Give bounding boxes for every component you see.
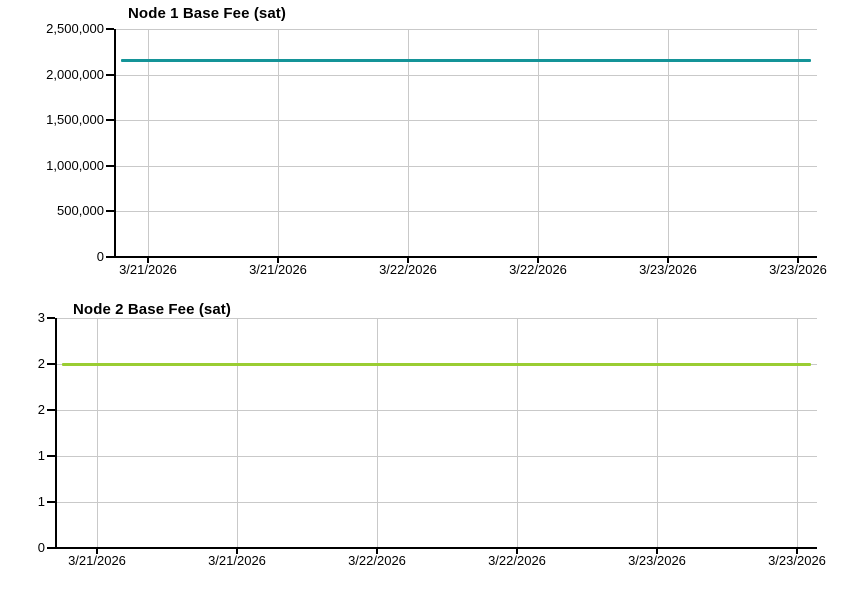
y-tick-label: 3 (37, 310, 45, 325)
h-gridline (116, 165, 817, 167)
h-gridline (57, 456, 817, 457)
y-tick-label: 2 (37, 402, 45, 417)
y-tick-mark (47, 363, 55, 365)
x-tick-label: 3/22/2026 (509, 262, 567, 277)
x-axis-line (55, 547, 817, 549)
y-tick-label: 2,000,000 (46, 66, 104, 82)
y-tick-mark (106, 73, 114, 76)
x-tick-label: 3/22/2026 (379, 262, 437, 277)
y-tick-mark (106, 28, 114, 30)
h-gridline (57, 502, 817, 503)
v-gridline (797, 318, 798, 548)
h-gridline (116, 211, 817, 213)
x-tick-mark (537, 257, 539, 263)
v-gridline (668, 29, 669, 257)
v-gridline (148, 29, 149, 257)
x-tick-label: 3/23/2026 (628, 553, 686, 568)
v-gridline (237, 318, 238, 548)
y-tick-label: 1,500,000 (46, 112, 104, 128)
h-gridline (57, 410, 817, 411)
series-line-node2 (62, 362, 811, 366)
y-tick-mark (106, 210, 114, 213)
h-gridline (116, 29, 817, 30)
x-tick-mark (667, 257, 669, 263)
x-tick-label: 3/23/2026 (639, 262, 697, 277)
x-tick-mark (796, 548, 798, 554)
y-tick-mark (106, 256, 114, 258)
x-tick-label: 3/23/2026 (769, 262, 827, 277)
y-tick-mark (47, 317, 55, 319)
v-gridline (538, 29, 539, 257)
v-gridline (517, 318, 518, 548)
plot-area-node1: 2,500,000 2,000,000 1,500,000 1,000,000 500,… (46, 21, 827, 277)
y-tick-mark (47, 455, 55, 457)
v-gridline (408, 29, 409, 257)
node1-base-fee-chart: Node 1 Base Fee (sat) 2,500,000 2,000,000… (46, 5, 827, 277)
v-gridline (278, 29, 279, 257)
x-axis-line (114, 256, 817, 258)
y-tick-mark (47, 547, 55, 549)
y-tick-label: 0 (37, 540, 45, 555)
x-tick-mark (797, 257, 799, 263)
node2-base-fee-chart: Node 2 Base Fee (sat) 3 2 2 1 1 0 3/21/2026 3/2… (38, 301, 826, 568)
x-tick-mark (96, 548, 98, 554)
x-tick-mark (277, 257, 279, 263)
y-tick-label: 1,000,000 (46, 157, 104, 173)
x-tick-mark (236, 548, 238, 554)
y-tick-mark (47, 409, 55, 411)
y-tick-label: 2,500,000 (46, 21, 104, 36)
y-tick-label: 1 (37, 448, 45, 463)
v-gridline (377, 318, 378, 548)
x-tick-label: 3/21/2026 (68, 553, 126, 568)
x-tick-label: 3/23/2026 (768, 553, 826, 568)
y-tick-mark (106, 164, 114, 167)
y-tick-mark (106, 119, 114, 122)
y-axis-line (114, 29, 116, 258)
x-tick-label: 3/21/2026 (119, 262, 177, 277)
h-gridline (116, 74, 817, 76)
x-tick-mark (407, 257, 409, 263)
h-gridline (116, 120, 817, 122)
v-gridline (798, 29, 799, 257)
y-tick-label: 1 (37, 494, 45, 509)
x-tick-label: 3/22/2026 (488, 553, 546, 568)
series-line-node1 (121, 59, 811, 63)
x-tick-mark (376, 548, 378, 554)
x-tick-label: 3/22/2026 (348, 553, 406, 568)
x-tick-label: 3/21/2026 (249, 262, 307, 277)
h-gridline (57, 318, 817, 319)
x-tick-label: 3/21/2026 (208, 553, 266, 568)
v-gridline (97, 318, 98, 548)
y-tick-label: 0 (96, 249, 104, 264)
v-gridline (657, 318, 658, 548)
x-tick-mark (516, 548, 518, 554)
y-axis-line (55, 318, 57, 549)
y-tick-label: 500,000 (57, 203, 104, 219)
x-tick-mark (656, 548, 658, 554)
chart-title-node2: Node 2 Base Fee (sat) (73, 301, 231, 318)
x-tick-mark (147, 257, 149, 263)
chart-title-node1: Node 1 Base Fee (sat) (128, 5, 286, 22)
plot-area-node2: 3 2 2 1 1 0 3/21/2026 3/21/2026 3/22/2026 3/22/20… (38, 310, 826, 568)
y-tick-mark (47, 501, 55, 503)
y-tick-label: 2 (37, 356, 45, 371)
